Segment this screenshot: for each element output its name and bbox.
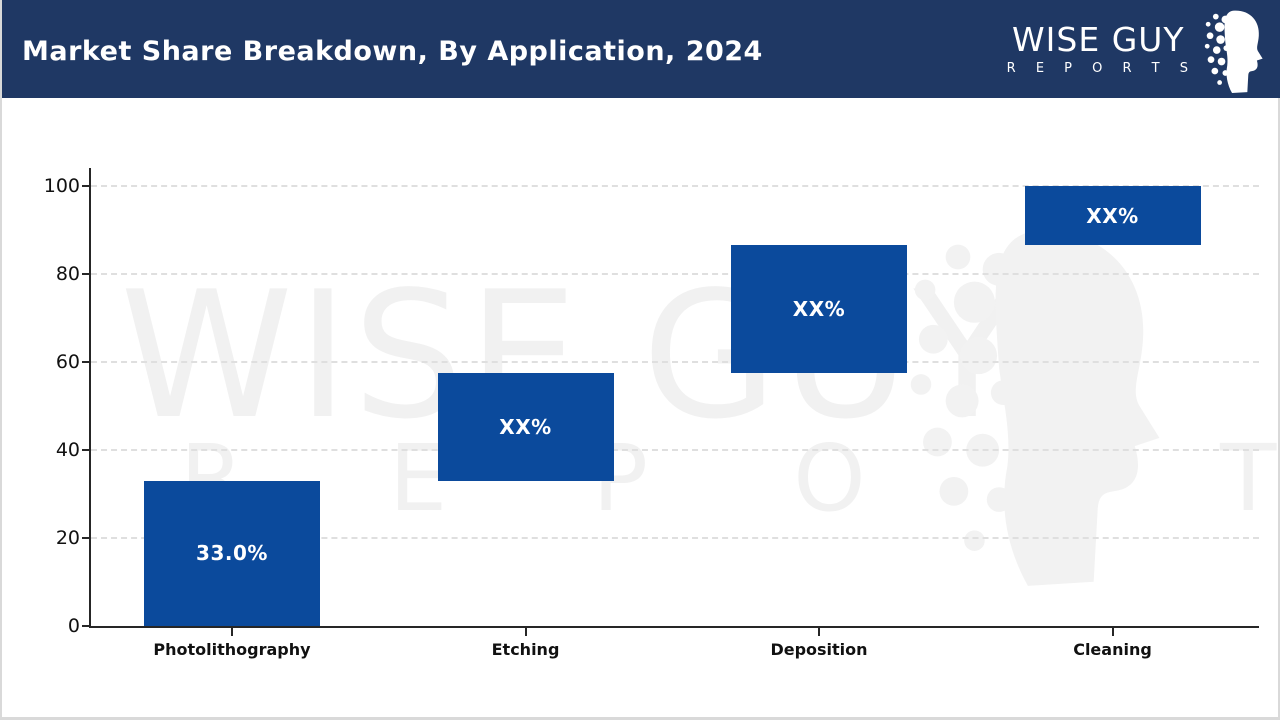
x-tick-mark	[1111, 628, 1114, 636]
bar-etching: XX%	[437, 373, 614, 481]
bar-photolithography: 33.0%	[144, 480, 320, 626]
dotted-face-profile-icon	[1204, 10, 1263, 94]
x-tick-mark	[818, 628, 820, 636]
y-tick-mark	[82, 449, 90, 451]
y-tick-label: 40	[55, 439, 80, 461]
wiseguy-logo-text: WISE GUY R E P O R T S	[1001, 22, 1196, 78]
logo-subtitle: R E P O R T S	[1006, 61, 1196, 76]
x-tick-mark	[524, 628, 527, 636]
x-category-label: Deposition	[770, 640, 868, 659]
y-tick-mark	[82, 273, 90, 275]
watermark-face-icon	[910, 231, 1160, 586]
bar-value-label: XX%	[499, 414, 552, 439]
bar-value-label: 33.0%	[196, 541, 268, 566]
x-category-label: Photolithography	[153, 640, 311, 659]
y-gridline	[91, 185, 1259, 187]
bar-value-label: XX%	[1086, 203, 1139, 228]
logo-wordmark: WISE GUY	[1012, 20, 1185, 59]
header-bar: Market Share Breakdown, By Application, …	[2, 0, 1280, 98]
y-tick-mark	[82, 361, 90, 363]
y-tick-label: 100	[43, 175, 80, 197]
y-gridline	[91, 449, 1259, 451]
y-gridline	[91, 361, 1259, 363]
y-tick-mark	[82, 185, 90, 187]
bar-deposition: XX%	[731, 245, 907, 373]
wiseguy-logo: WISE GUY R E P O R T S	[1007, 6, 1268, 94]
page-title: Market Share Breakdown, By Application, …	[22, 36, 763, 67]
y-tick-label: 0	[67, 615, 80, 637]
bar-cleaning: XX%	[1024, 186, 1201, 246]
y-tick-mark	[82, 625, 90, 627]
y-tick-mark	[82, 537, 90, 539]
y-tick-label: 20	[55, 527, 80, 549]
x-tick-mark	[231, 628, 233, 636]
y-gridline	[91, 273, 1259, 275]
x-category-label: Cleaning	[1073, 640, 1152, 659]
y-gridline	[91, 537, 1259, 539]
y-tick-label: 80	[55, 263, 80, 285]
x-axis-line	[89, 626, 1259, 628]
bar-value-label: XX%	[792, 297, 846, 322]
y-axis-line	[89, 168, 91, 628]
x-category-label: Etching	[491, 640, 560, 659]
y-tick-label: 60	[55, 351, 80, 373]
